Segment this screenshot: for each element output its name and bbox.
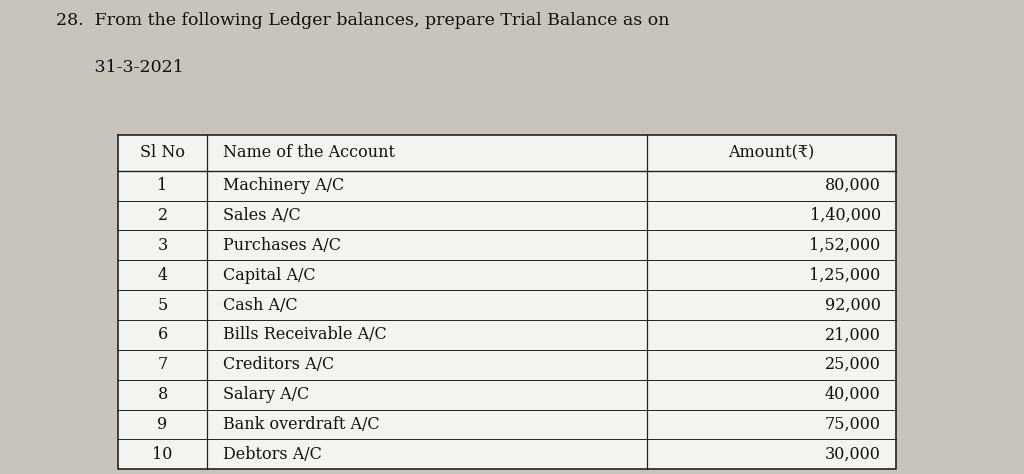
Text: Bills Receivable A/C: Bills Receivable A/C bbox=[222, 327, 386, 343]
Text: Amount(₹): Amount(₹) bbox=[728, 145, 815, 161]
Text: 1,52,000: 1,52,000 bbox=[809, 237, 881, 254]
Text: 3: 3 bbox=[158, 237, 168, 254]
Text: 1,40,000: 1,40,000 bbox=[810, 207, 881, 224]
Text: Purchases A/C: Purchases A/C bbox=[222, 237, 341, 254]
Text: Machinery A/C: Machinery A/C bbox=[222, 177, 344, 194]
Text: 5: 5 bbox=[158, 297, 168, 313]
Text: 8: 8 bbox=[158, 386, 168, 403]
Text: 1: 1 bbox=[158, 177, 168, 194]
Text: 2: 2 bbox=[158, 207, 168, 224]
Text: 30,000: 30,000 bbox=[824, 446, 881, 463]
Text: 7: 7 bbox=[158, 356, 168, 373]
Text: 4: 4 bbox=[158, 267, 168, 283]
Text: 75,000: 75,000 bbox=[824, 416, 881, 433]
Text: 9: 9 bbox=[158, 416, 168, 433]
Text: 1,25,000: 1,25,000 bbox=[809, 267, 881, 283]
Text: 80,000: 80,000 bbox=[824, 177, 881, 194]
Text: 31-3-2021: 31-3-2021 bbox=[56, 59, 184, 76]
Text: Cash A/C: Cash A/C bbox=[222, 297, 297, 313]
Text: 21,000: 21,000 bbox=[824, 327, 881, 343]
Text: Salary A/C: Salary A/C bbox=[222, 386, 309, 403]
Text: Debtors A/C: Debtors A/C bbox=[222, 446, 322, 463]
Text: Name of the Account: Name of the Account bbox=[222, 145, 394, 161]
Text: 10: 10 bbox=[153, 446, 173, 463]
Text: Sales A/C: Sales A/C bbox=[222, 207, 300, 224]
Text: 92,000: 92,000 bbox=[824, 297, 881, 313]
Text: 25,000: 25,000 bbox=[824, 356, 881, 373]
Text: 28.  From the following Ledger balances, prepare Trial Balance as on: 28. From the following Ledger balances, … bbox=[56, 12, 670, 29]
Text: Capital A/C: Capital A/C bbox=[222, 267, 315, 283]
Text: Creditors A/C: Creditors A/C bbox=[222, 356, 334, 373]
Text: 40,000: 40,000 bbox=[825, 386, 881, 403]
Text: Bank overdraft A/C: Bank overdraft A/C bbox=[222, 416, 379, 433]
Text: 6: 6 bbox=[158, 327, 168, 343]
Text: Sl No: Sl No bbox=[140, 145, 185, 161]
